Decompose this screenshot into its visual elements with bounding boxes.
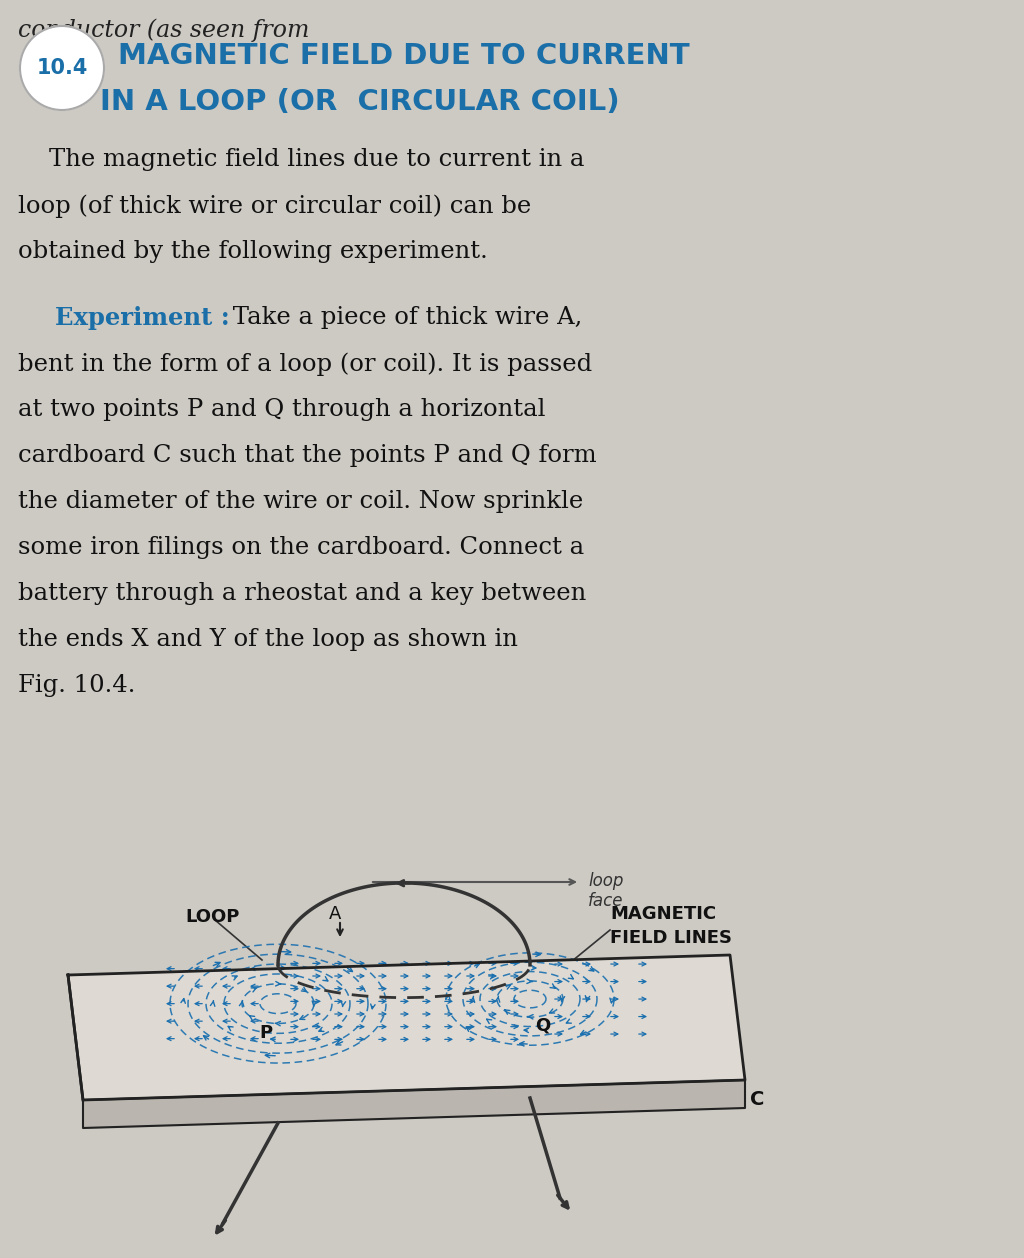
Text: the ends X and Y of the loop as shown in: the ends X and Y of the loop as shown in (18, 628, 518, 650)
Text: LOOP: LOOP (185, 908, 240, 926)
Text: Experiment :: Experiment : (55, 306, 229, 330)
Text: Fig. 10.4.: Fig. 10.4. (18, 674, 135, 697)
Text: Q: Q (535, 1016, 550, 1034)
Text: A: A (329, 905, 341, 923)
Text: face: face (588, 892, 624, 910)
Polygon shape (68, 955, 745, 1099)
Circle shape (20, 26, 104, 109)
Text: loop (of thick wire or circular coil) can be: loop (of thick wire or circular coil) ca… (18, 194, 531, 218)
Text: MAGNETIC FIELD DUE TO CURRENT: MAGNETIC FIELD DUE TO CURRENT (118, 42, 689, 70)
Text: Take a piece of thick wire A,: Take a piece of thick wire A, (225, 306, 583, 330)
Text: 10.4: 10.4 (36, 58, 88, 78)
Polygon shape (83, 1081, 745, 1128)
Text: IN A LOOP (OR  CIRCULAR COIL): IN A LOOP (OR CIRCULAR COIL) (100, 88, 620, 116)
Text: some iron filings on the cardboard. Connect a: some iron filings on the cardboard. Conn… (18, 536, 584, 559)
Text: loop: loop (588, 872, 624, 889)
Text: cardboard C such that the points P and Q form: cardboard C such that the points P and Q… (18, 444, 597, 467)
Text: conductor (as seen from: conductor (as seen from (18, 18, 309, 42)
Text: P: P (259, 1024, 272, 1042)
Text: at two points P and Q through a horizontal: at two points P and Q through a horizont… (18, 398, 546, 421)
Text: MAGNETIC
FIELD LINES: MAGNETIC FIELD LINES (610, 905, 732, 946)
Text: the diameter of the wire or coil. Now sprinkle: the diameter of the wire or coil. Now sp… (18, 491, 584, 513)
Text: The magnetic field lines due to current in a: The magnetic field lines due to current … (18, 148, 585, 171)
Text: battery through a rheostat and a key between: battery through a rheostat and a key bet… (18, 582, 587, 605)
Text: obtained by the following experiment.: obtained by the following experiment. (18, 240, 487, 263)
Text: bent in the form of a loop (or coil). It is passed: bent in the form of a loop (or coil). It… (18, 352, 592, 376)
Text: C: C (750, 1089, 764, 1110)
